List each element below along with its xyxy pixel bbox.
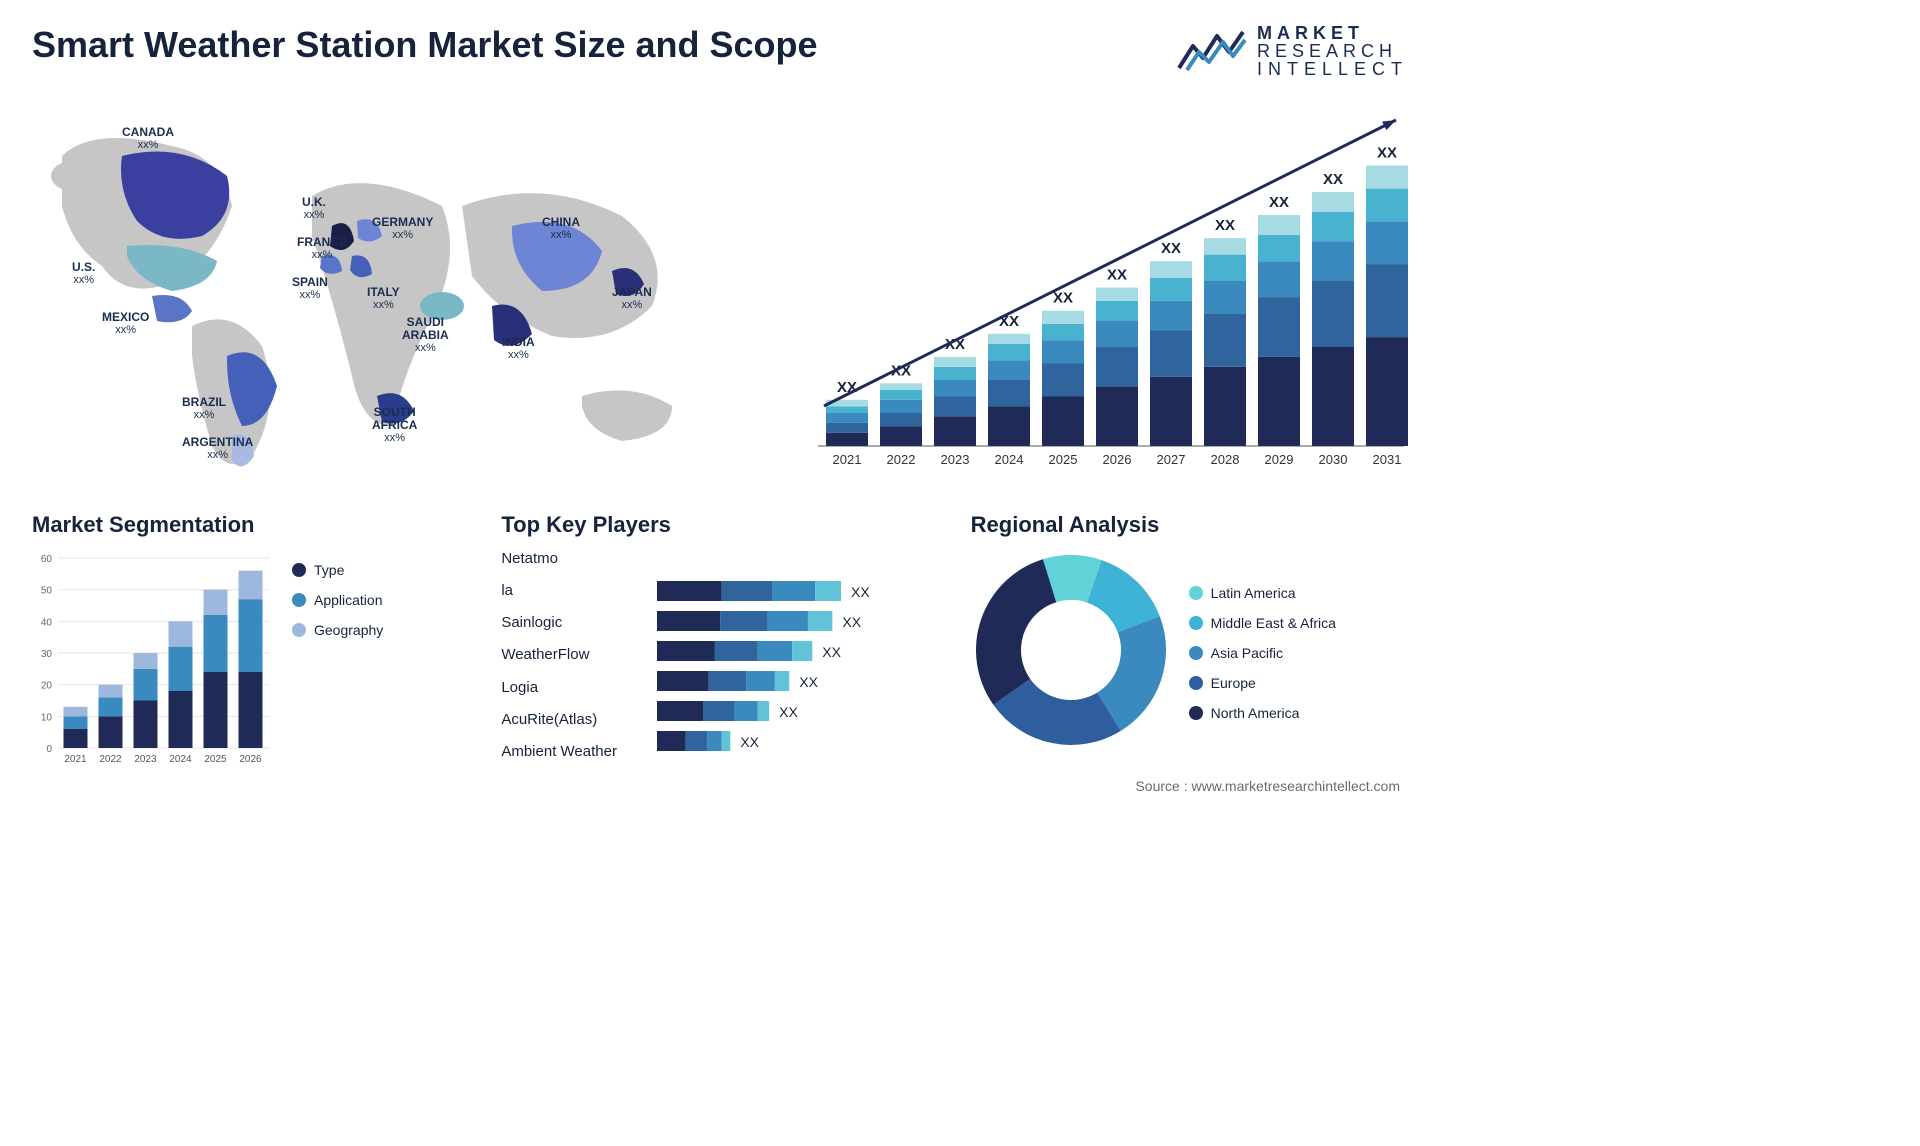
brand-line1: MARKET bbox=[1257, 24, 1408, 42]
svg-text:2022: 2022 bbox=[99, 754, 122, 765]
svg-text:XX: XX bbox=[741, 734, 760, 750]
player-label: Netatmo bbox=[501, 550, 641, 567]
svg-text:2023: 2023 bbox=[941, 452, 970, 467]
svg-text:XX: XX bbox=[843, 614, 862, 630]
svg-text:2023: 2023 bbox=[134, 754, 157, 765]
player-label: Ambient Weather bbox=[501, 743, 641, 760]
svg-text:50: 50 bbox=[41, 586, 53, 597]
svg-text:60: 60 bbox=[41, 554, 53, 565]
brand-line3: INTELLECT bbox=[1257, 60, 1408, 78]
svg-text:2025: 2025 bbox=[204, 754, 227, 765]
svg-text:20: 20 bbox=[41, 681, 53, 692]
svg-text:2021: 2021 bbox=[833, 452, 862, 467]
svg-text:2030: 2030 bbox=[1319, 452, 1348, 467]
svg-text:XX: XX bbox=[1107, 267, 1127, 284]
svg-text:XX: XX bbox=[1215, 217, 1235, 234]
map-label: BRAZILxx% bbox=[182, 396, 226, 421]
map-label: ARGENTINAxx% bbox=[182, 436, 253, 461]
svg-text:XX: XX bbox=[1323, 171, 1343, 188]
svg-text:XX: XX bbox=[779, 704, 798, 720]
players-panel: Top Key Players Netatmo la Sainlogic Weathe… bbox=[501, 512, 938, 770]
svg-text:2026: 2026 bbox=[1103, 452, 1132, 467]
map-label: U.S.xx% bbox=[72, 261, 95, 286]
svg-text:2024: 2024 bbox=[169, 754, 192, 765]
map-label: U.K.xx% bbox=[302, 196, 326, 221]
svg-text:2031: 2031 bbox=[1373, 452, 1402, 467]
regional-title: Regional Analysis bbox=[971, 512, 1408, 538]
svg-text:2025: 2025 bbox=[1049, 452, 1078, 467]
svg-text:2029: 2029 bbox=[1265, 452, 1294, 467]
segmentation-legend: Type Application Geography bbox=[292, 550, 383, 770]
player-label: AcuRite(Atlas) bbox=[501, 711, 641, 728]
map-label: SPAINxx% bbox=[292, 276, 328, 301]
brand-line2: RESEARCH bbox=[1257, 42, 1408, 60]
svg-text:0: 0 bbox=[46, 744, 52, 755]
player-label: Logia bbox=[501, 679, 641, 696]
svg-text:XX: XX bbox=[1161, 240, 1181, 257]
map-label: ITALYxx% bbox=[367, 286, 400, 311]
players-labels: Netatmo la Sainlogic WeatherFlow Logia AcuRit… bbox=[501, 550, 641, 760]
svg-text:40: 40 bbox=[41, 617, 53, 628]
map-label: FRANCExx% bbox=[297, 236, 347, 261]
brand-icon bbox=[1177, 26, 1247, 76]
map-label: JAPANxx% bbox=[612, 286, 652, 311]
svg-text:XX: XX bbox=[1377, 145, 1397, 162]
page-title: Smart Weather Station Market Size and Sc… bbox=[32, 24, 818, 66]
legend-item: Type bbox=[292, 562, 383, 578]
segmentation-chart: 0 10 20 30 40 50 60 2021 2022 2023 2024 2025 2026 bbox=[32, 550, 272, 770]
map-label: GERMANYxx% bbox=[372, 216, 433, 241]
player-label: Sainlogic bbox=[501, 614, 641, 631]
svg-text:2027: 2027 bbox=[1157, 452, 1186, 467]
world-map: CANADAxx% U.S.xx% MEXICOxx% BRAZILxx% ARGENT… bbox=[32, 96, 708, 496]
legend-item: Middle East & Africa bbox=[1189, 615, 1336, 631]
svg-text:10: 10 bbox=[41, 712, 53, 723]
svg-text:2021: 2021 bbox=[64, 754, 87, 765]
map-label: MEXICOxx% bbox=[102, 311, 149, 336]
svg-text:XX: XX bbox=[1053, 290, 1073, 307]
regional-donut bbox=[971, 550, 1171, 755]
segmentation-panel: Market Segmentation 0 10 20 30 40 50 60 2021 202… bbox=[32, 512, 469, 770]
player-label: WeatherFlow bbox=[501, 646, 641, 663]
player-label: la bbox=[501, 582, 641, 599]
source-text: Source : www.marketresearchintellect.com bbox=[32, 778, 1408, 794]
svg-text:XX: XX bbox=[851, 584, 870, 600]
svg-text:2024: 2024 bbox=[995, 452, 1024, 467]
players-title: Top Key Players bbox=[501, 512, 938, 538]
svg-text:2026: 2026 bbox=[239, 754, 262, 765]
legend-item: Application bbox=[292, 592, 383, 608]
legend-item: Latin America bbox=[1189, 585, 1336, 601]
svg-text:XX: XX bbox=[823, 644, 842, 660]
regional-legend: Latin America Middle East & Africa Asia Pa… bbox=[1189, 585, 1336, 721]
map-label: SAUDIARABIAxx% bbox=[402, 316, 449, 354]
svg-text:XX: XX bbox=[1269, 194, 1289, 211]
legend-item: North America bbox=[1189, 705, 1336, 721]
svg-text:30: 30 bbox=[41, 649, 53, 660]
regional-panel: Regional Analysis Latin America Middle Ea… bbox=[971, 512, 1408, 770]
main-bar-chart: XX 2021 XX 2022 XX 2023 XX 2024 XX 2025 XX 2026 XX 20… bbox=[748, 96, 1408, 496]
svg-text:2022: 2022 bbox=[887, 452, 916, 467]
players-chart: XXXXXXXXXXXX bbox=[657, 550, 938, 765]
map-label: CHINAxx% bbox=[542, 216, 580, 241]
legend-item: Geography bbox=[292, 622, 383, 638]
svg-text:2028: 2028 bbox=[1211, 452, 1240, 467]
map-label: INDIAxx% bbox=[502, 336, 535, 361]
legend-item: Europe bbox=[1189, 675, 1336, 691]
svg-text:XX: XX bbox=[800, 674, 819, 690]
segmentation-title: Market Segmentation bbox=[32, 512, 469, 538]
legend-item: Asia Pacific bbox=[1189, 645, 1336, 661]
map-label: SOUTHAFRICAxx% bbox=[372, 406, 417, 444]
brand-logo: MARKET RESEARCH INTELLECT bbox=[1177, 24, 1408, 78]
map-label: CANADAxx% bbox=[122, 126, 174, 151]
